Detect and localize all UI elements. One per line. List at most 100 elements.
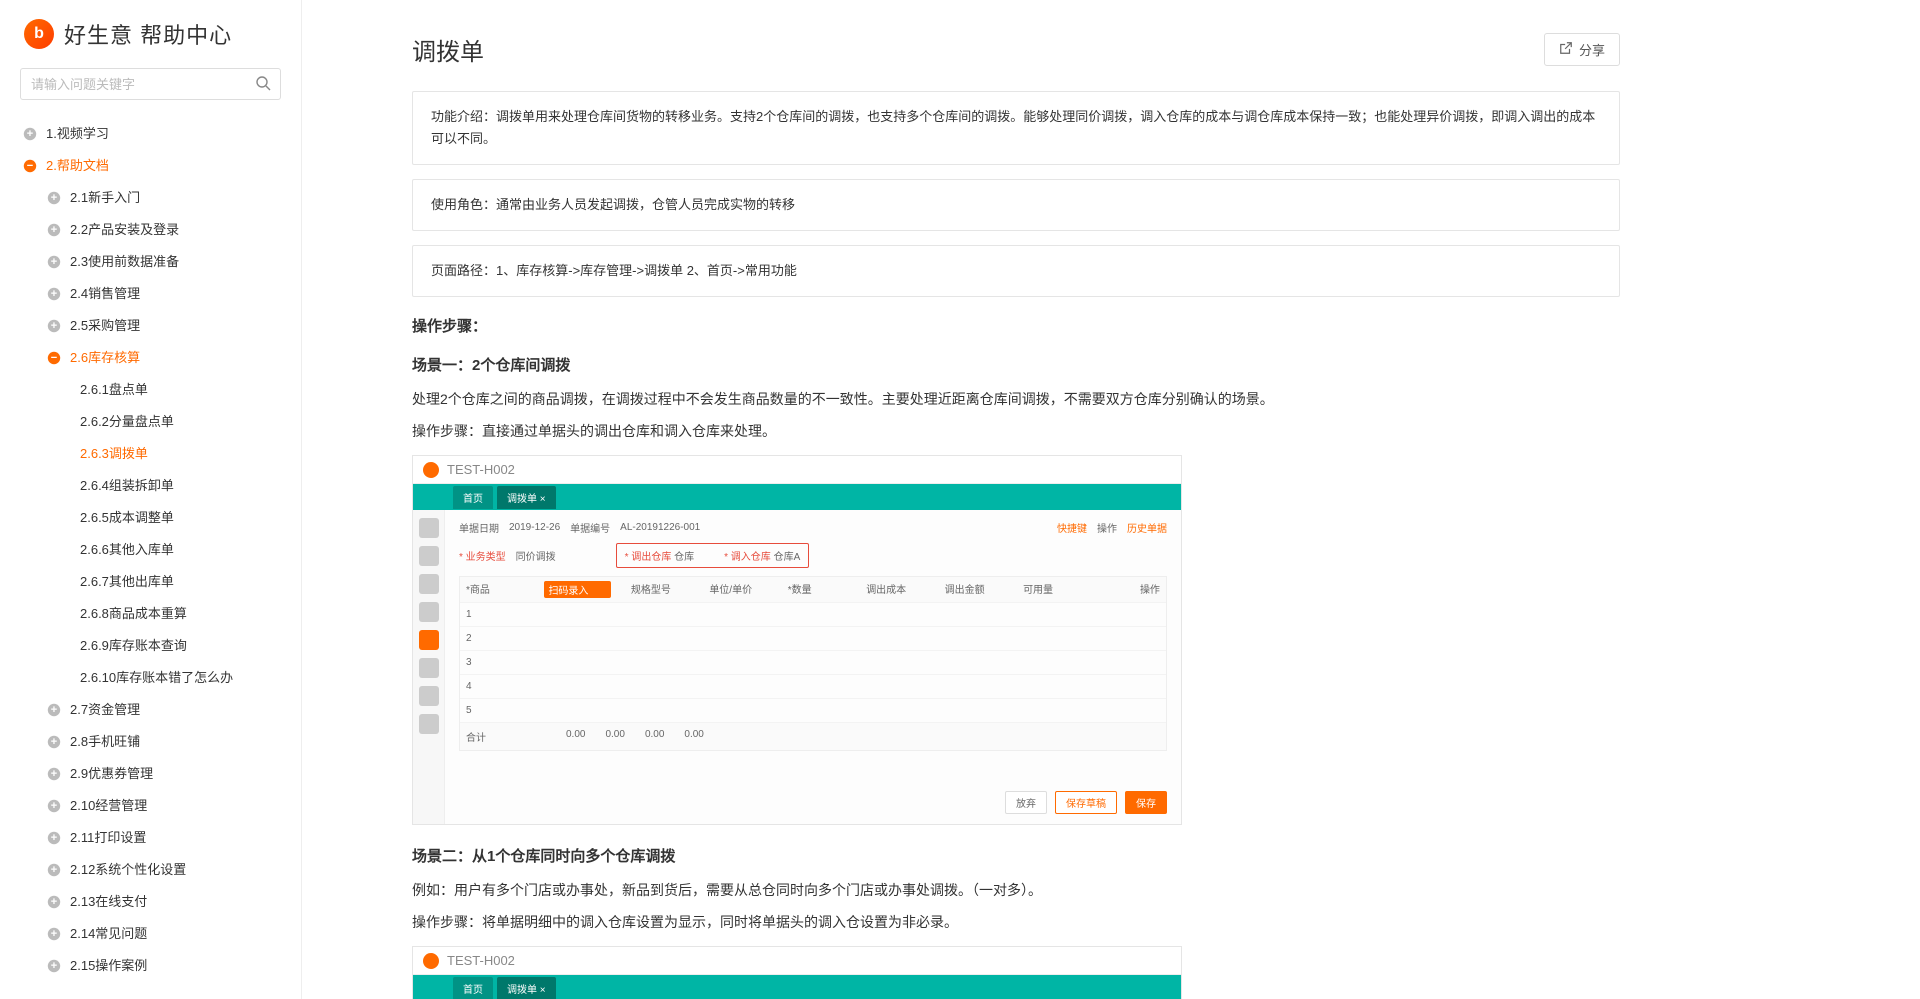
nav-item[interactable]: 2.6.10库存账本错了怎么办 [0,662,301,694]
fig2-logo-icon [423,953,439,969]
minus-icon: − [46,350,62,366]
svg-text:+: + [51,800,57,812]
fig2-tab-doc: 调拨单 × [497,977,556,999]
search-icon[interactable] [255,75,271,91]
nav-item[interactable]: +2.2产品安装及登录 [0,214,301,246]
plus-icon: + [46,862,62,878]
nav-item[interactable]: 2.6.9库存账本查询 [0,630,301,662]
minus-icon: − [22,158,38,174]
nav-item[interactable]: +2.4销售管理 [0,278,301,310]
logo-icon: b [24,19,54,49]
nav-item[interactable]: 2.6.1盘点单 [0,374,301,406]
fig-biztype-label: * 业务类型 [459,548,506,563]
fig-btn-cancel: 放弃 [1005,791,1047,814]
nav-item[interactable]: 2.6.7其他出库单 [0,566,301,598]
fig-quicklink-0: 快捷键 [1057,520,1087,535]
svg-text:+: + [51,224,57,236]
fig-doc-label: 单据编号 [570,520,610,535]
nav-item[interactable]: 2.6.4组装拆卸单 [0,470,301,502]
sidebar: b 好生意 帮助中心 +1.视频学习−2.帮助文档+2.1新手入门+2.2产品安… [0,0,302,999]
nav-item[interactable]: −2.6库存核算 [0,342,301,374]
plus-icon: + [46,798,62,814]
nav-item[interactable]: +2.15操作案例 [0,950,301,982]
nav-item[interactable]: +2.14常见问题 [0,918,301,950]
fig-logo-icon [423,462,439,478]
fig-tab-doc: 调拨单 × [497,486,556,509]
nav-item[interactable]: 2.6.2分量盘点单 [0,406,301,438]
nav-item[interactable]: 2.6.8商品成本重算 [0,598,301,630]
scene2-heading: 场景二：从1个仓库同时向多个仓库调拨 [412,845,1620,866]
fig-topbar-text: TEST-H002 [447,462,515,477]
nav-item[interactable]: +2.3使用前数据准备 [0,246,301,278]
nav-item[interactable]: +2.11打印设置 [0,822,301,854]
fig-leftnav [413,510,445,824]
svg-text:+: + [51,960,57,972]
scene2-p1: 例如：用户有多个门店或办事处，新品到货后，需要从总仓同时向多个门店或办事处调拨。… [412,876,1620,904]
share-label: 分享 [1579,40,1605,59]
site-title: 好生意 帮助中心 [64,18,232,50]
nav-item[interactable]: 2.6.6其他入库单 [0,534,301,566]
figure-1: TEST-H002 首页 调拨单 × 单据日期 2019-12-26 单据编号 … [412,455,1182,825]
fig-btn-save: 保存 [1125,791,1167,814]
plus-icon: + [46,766,62,782]
scene1-heading: 场景一：2个仓库间调拨 [412,354,1620,375]
fig-tab-home: 首页 [453,486,493,509]
share-button[interactable]: 分享 [1544,33,1620,66]
svg-text:+: + [51,256,57,268]
nav-tree: +1.视频学习−2.帮助文档+2.1新手入门+2.2产品安装及登录+2.3使用前… [0,114,301,986]
search-input[interactable] [20,68,281,100]
svg-text:+: + [51,928,57,940]
fig-quicklink-2: 历史单据 [1127,520,1167,535]
plus-icon: + [46,222,62,238]
fig2-topbar-text: TEST-H002 [447,953,515,968]
plus-icon: + [46,318,62,334]
fig-biztype-value: 同价调拨 [516,548,556,563]
nav-item[interactable]: +2.8手机旺铺 [0,726,301,758]
fig-table: *商品扫码录入规格型号单位/单价*数量调出成本调出金额可用量操作 1 2 3 4… [459,576,1167,751]
plus-icon: + [46,254,62,270]
info-box: 使用角色：通常由业务人员发起调拨，仓管人员完成实物的转移 [412,179,1620,231]
plus-icon: + [22,126,38,142]
svg-text:+: + [51,896,57,908]
scene1-p1: 处理2个仓库之间的商品调拨，在调拨过程中不会发生商品数量的不一致性。主要处理近距… [412,385,1620,413]
svg-text:+: + [27,128,33,140]
nav-item[interactable]: 2.6.3调拨单 [0,438,301,470]
svg-text:+: + [51,704,57,716]
plus-icon: + [46,894,62,910]
plus-icon: + [46,734,62,750]
plus-icon: + [46,926,62,942]
nav-item[interactable]: −2.帮助文档 [0,150,301,182]
fig-btn-draft: 保存草稿 [1055,791,1117,814]
svg-text:+: + [51,768,57,780]
plus-icon: + [46,830,62,846]
fig-redbox: * 调出仓库 仓库 * 调入仓库 仓库A [616,543,810,568]
svg-text:+: + [51,288,57,300]
main-content: 调拨单 分享 功能介绍：调拨单用来处理仓库间货物的转移业务。支持2个仓库间的调拨… [302,0,1920,999]
fig-date-label: 单据日期 [459,520,499,535]
fig-quicklink-1: 操作 [1097,520,1117,535]
plus-icon: + [46,702,62,718]
svg-text:−: − [27,160,33,172]
nav-item[interactable]: +2.1新手入门 [0,182,301,214]
nav-item[interactable]: +2.5采购管理 [0,310,301,342]
fig2-tab-home: 首页 [453,977,493,999]
scene1-p2: 操作步骤：直接通过单据头的调出仓库和调入仓库来处理。 [412,417,1620,445]
search-box [20,68,281,100]
logo-block: b 好生意 帮助中心 [0,18,301,68]
nav-item[interactable]: +2.12系统个性化设置 [0,854,301,886]
scene2-p2: 操作步骤：将单据明细中的调入仓库设置为显示，同时将单据头的调入仓设置为非必录。 [412,908,1620,936]
svg-text:+: + [51,832,57,844]
share-icon [1559,41,1573,58]
nav-item[interactable]: +2.13在线支付 [0,886,301,918]
info-box: 页面路径：1、库存核算->库存管理->调拨单 2、首页->常用功能 [412,245,1620,297]
svg-text:+: + [51,864,57,876]
plus-icon: + [46,286,62,302]
svg-text:−: − [51,352,57,364]
nav-item[interactable]: +2.7资金管理 [0,694,301,726]
nav-item[interactable]: +2.10经营管理 [0,790,301,822]
nav-item[interactable]: +2.9优惠券管理 [0,758,301,790]
svg-text:+: + [51,320,57,332]
nav-item[interactable]: 2.6.5成本调整单 [0,502,301,534]
nav-item[interactable]: +1.视频学习 [0,118,301,150]
fig-date-value: 2019-12-26 [509,522,560,533]
